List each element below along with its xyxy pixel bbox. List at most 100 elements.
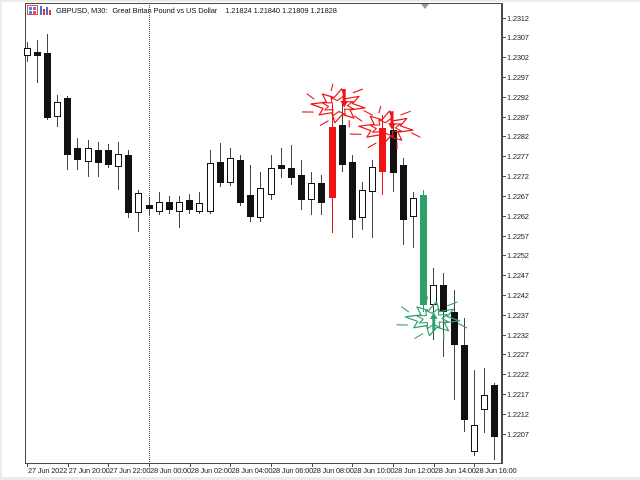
price-tick — [502, 215, 506, 217]
price-tick — [502, 156, 506, 158]
time-tick — [352, 464, 354, 467]
price-tick — [502, 195, 506, 197]
candle — [318, 182, 326, 204]
price-axis-label: 1.2312 — [507, 13, 529, 23]
price-tick — [502, 275, 506, 277]
price-axis-line — [502, 3, 503, 464]
symbol-description-label: Great Britan Pound vs US Dollar — [112, 5, 218, 15]
price-tick — [502, 433, 506, 435]
price-axis-label: 1.2267 — [507, 191, 529, 201]
candle — [460, 345, 468, 420]
price-tick — [502, 374, 506, 376]
price-tick — [502, 334, 506, 336]
candle — [43, 52, 51, 118]
time-axis-label: 28 Jun 08:00 — [312, 466, 354, 475]
price-tick — [502, 294, 506, 296]
price-axis-label: 1.2217 — [507, 390, 529, 400]
price-tick — [502, 176, 506, 178]
candle — [237, 159, 245, 204]
candle — [64, 98, 72, 156]
candle — [389, 130, 397, 173]
candle-wick — [250, 165, 252, 223]
time-tick — [27, 464, 28, 467]
candle-wick — [473, 370, 475, 457]
candle — [165, 201, 173, 210]
price-axis-label: 1.2257 — [507, 231, 529, 241]
time-tick — [311, 464, 313, 467]
chart-header: GBPUSD, M30: Great Britan Pound vs US Do… — [27, 4, 337, 16]
price-tick — [502, 354, 506, 356]
price-tick — [502, 255, 506, 257]
candle — [369, 167, 377, 192]
price-axis-label: 1.2292 — [507, 92, 529, 102]
time-tick — [189, 464, 191, 467]
candle — [216, 161, 224, 183]
time-axis-label: 27 Jun 20:00 — [68, 466, 110, 475]
price-axis-label: 1.2252 — [507, 251, 529, 261]
candle — [409, 197, 417, 217]
time-tick — [271, 464, 273, 467]
time-tick — [230, 464, 232, 467]
time-tick — [393, 464, 395, 467]
candle — [328, 127, 336, 198]
candle — [176, 201, 184, 212]
price-axis-label: 1.2227 — [507, 350, 529, 360]
candle — [338, 125, 346, 166]
price-tick — [502, 37, 506, 39]
price-tick — [502, 136, 506, 138]
price-axis-label: 1.2282 — [507, 132, 529, 142]
candle-wick — [280, 148, 282, 179]
price-axis-label: 1.2212 — [507, 409, 529, 419]
symbol-period-label: GBPUSD, M30: — [56, 5, 108, 15]
candle — [348, 161, 356, 221]
candle-wick — [453, 289, 455, 401]
candle — [287, 167, 295, 179]
price-tick — [502, 235, 506, 237]
price-axis-label: 1.2207 — [507, 429, 529, 439]
candle — [155, 201, 163, 212]
price-tick — [502, 96, 506, 98]
candle — [379, 128, 387, 173]
price-axis-label: 1.2237 — [507, 310, 529, 320]
ohlc-values: 1.21824 1.21840 1.21809 1.21828 — [225, 5, 337, 15]
candle — [196, 203, 204, 212]
price-axis-label: 1.2262 — [507, 211, 529, 221]
candle — [308, 182, 316, 200]
candle — [33, 52, 41, 57]
candle-wick — [372, 159, 374, 238]
window-edge-left — [0, 0, 2, 480]
candle-wick — [179, 195, 181, 229]
time-axis-label: 28 Jun 12:00 — [394, 466, 436, 475]
time-axis-label: 28 Jun 06:00 — [272, 466, 314, 475]
time-axis-label: 28 Jun 02:00 — [190, 466, 232, 475]
candle — [206, 163, 214, 212]
time-axis-label: 28 Jun 16:00 — [475, 466, 517, 475]
time-tick — [433, 464, 435, 467]
price-axis-label: 1.2272 — [507, 172, 529, 182]
price-axis-label: 1.2302 — [507, 53, 529, 63]
chart-shift-marker — [420, 4, 429, 9]
candle-wick — [412, 192, 414, 248]
time-axis-label: 28 Jun 14:00 — [434, 466, 476, 475]
time-axis-label: 28 Jun 10:00 — [353, 466, 395, 475]
time-axis-label: 27 Jun 2022 — [28, 466, 68, 475]
candle — [186, 199, 194, 210]
price-axis-label: 1.2247 — [507, 271, 529, 281]
price-axis-label: 1.2287 — [507, 112, 529, 122]
price-axis-label: 1.2222 — [507, 370, 529, 380]
window-edge-bottom — [0, 477, 640, 480]
candle — [94, 150, 102, 164]
price-tick — [502, 17, 506, 19]
candle — [226, 157, 234, 183]
candle — [115, 153, 123, 168]
candle — [23, 48, 31, 57]
candle — [257, 188, 265, 219]
candle — [470, 425, 478, 453]
time-tick — [149, 464, 151, 467]
time-axis-label: 27 Jun 22:00 — [109, 466, 151, 475]
price-tick — [502, 76, 506, 78]
